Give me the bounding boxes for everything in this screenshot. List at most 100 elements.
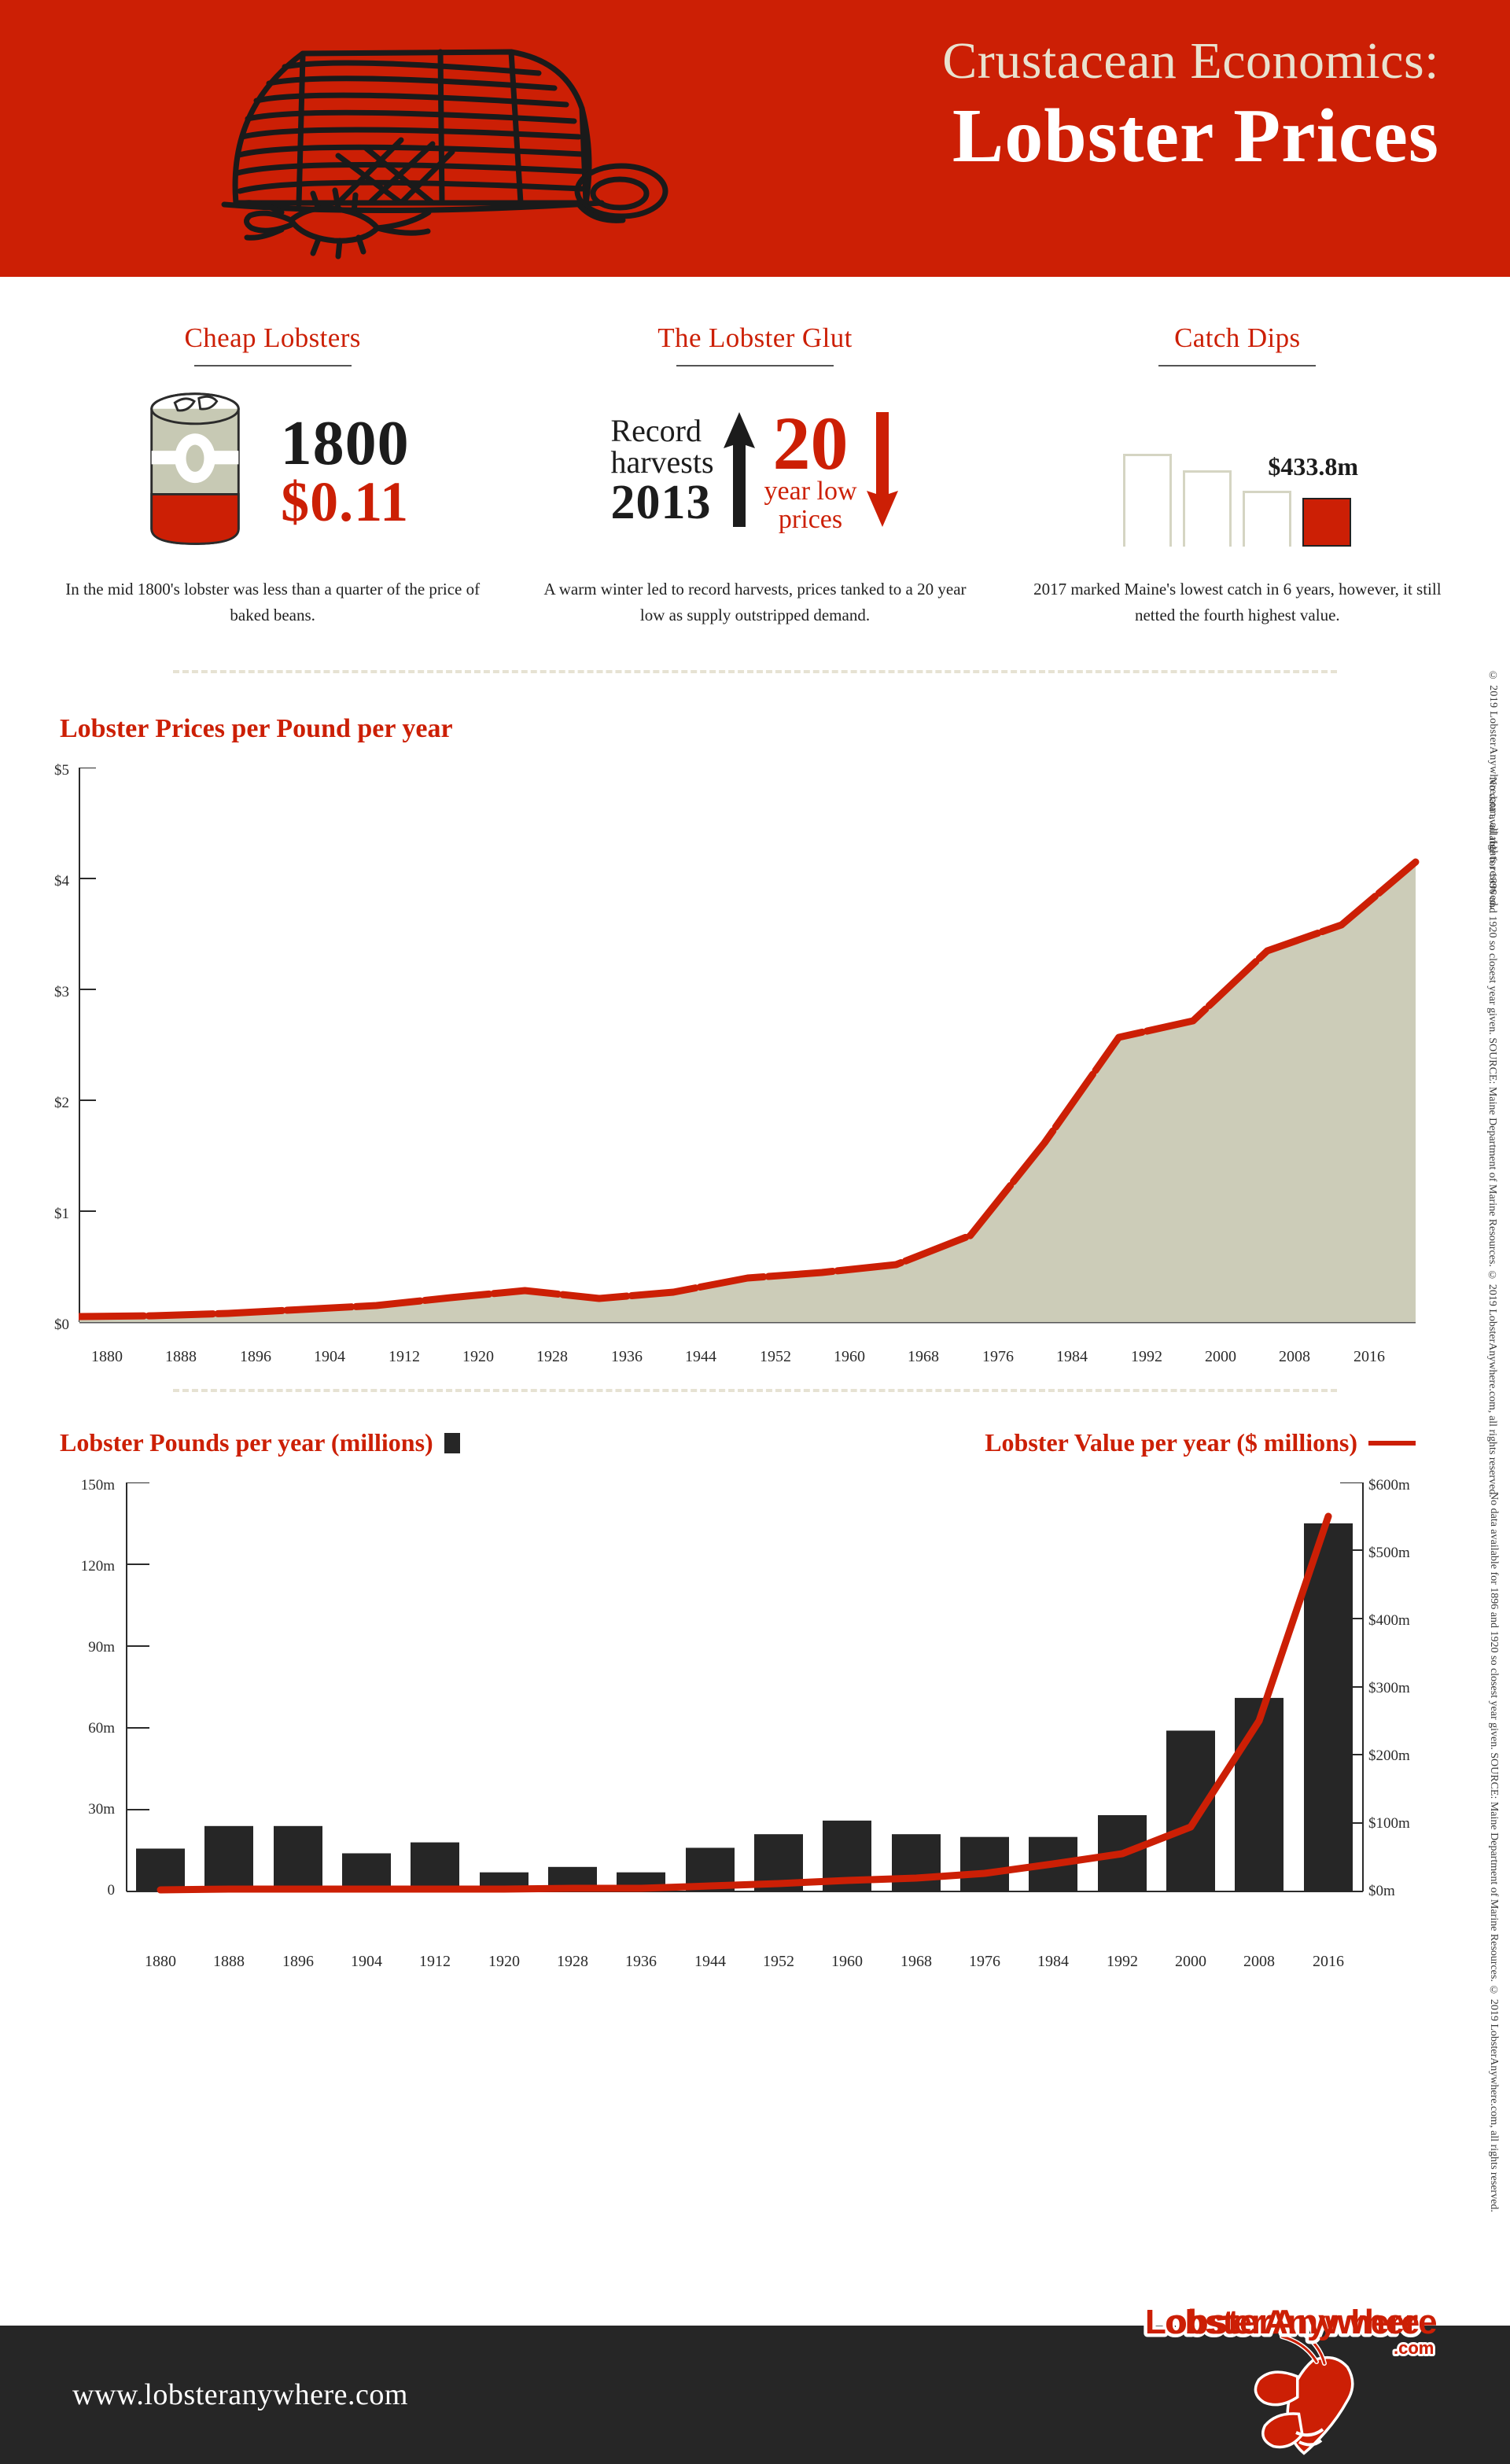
chart-2-right-ytick-2: $400m — [1368, 1612, 1410, 1630]
chart-2-left-ytick-5: 0 — [107, 1882, 116, 1899]
copyright-notice-stats: © 2019 LobsterAnywhere.com, all rights r… — [1487, 670, 1499, 909]
chart-2-xtick-15: 2000 — [1175, 1953, 1206, 1971]
lobster-logo-icon[interactable]: LobsterAnywhere LobsterAnywhere .com .co… — [1140, 2293, 1455, 2458]
chart-2-xtick-8: 1944 — [694, 1953, 726, 1971]
chart-2-xtick-10: 1960 — [831, 1953, 863, 1971]
chart-1-ytick-3: $2 — [54, 1095, 69, 1112]
chart-1-xtick-13: 1984 — [1056, 1348, 1088, 1366]
catch-dips-minichart: $433.8m — [1123, 397, 1358, 547]
chart-prices-per-pound: Lobster Prices per Pound per year $5 $4 … — [0, 714, 1510, 1497]
legend-item-value: Lobster Value per year ($ millions) — [985, 1428, 1416, 1457]
chart-2-xtick-7: 1936 — [625, 1953, 657, 1971]
glut-label-low2: prices — [778, 504, 843, 534]
stat-visual: 1800 $0.11 — [52, 387, 493, 556]
stat-rule — [1158, 365, 1317, 366]
chart-1-ytick-0: $5 — [54, 762, 69, 779]
chart-2-value-line — [157, 1512, 1332, 1894]
legend-swatch-square-icon — [444, 1432, 460, 1453]
chart-1-xtick-9: 1952 — [760, 1348, 791, 1366]
chart-1-xtick-6: 1928 — [536, 1348, 568, 1366]
legend-item-pounds: Lobster Pounds per year (millions) — [60, 1428, 460, 1457]
chart-1-ytick-5: $0 — [54, 1317, 69, 1334]
chart-2-xtick-6: 1928 — [557, 1953, 588, 1971]
chart-1-xtick-7: 1936 — [611, 1348, 643, 1366]
page-title: Lobster Prices — [952, 93, 1439, 179]
glut-label-year: 2013 — [610, 476, 712, 530]
chart-1-xtick-3: 1904 — [314, 1348, 345, 1366]
dip-bar-2 — [1183, 470, 1232, 547]
chart-1-xtick-14: 1992 — [1131, 1348, 1162, 1366]
legend-swatch-line-icon — [1368, 1440, 1416, 1446]
chart-2-right-ytick-1: $500m — [1368, 1545, 1410, 1562]
chart-2-left-ytick-0: 150m — [80, 1477, 115, 1494]
stat-card-catch-dips: Catch Dips $433.8m 2017 marked Maine's l… — [996, 322, 1479, 628]
chart-2-xtick-16: 2008 — [1243, 1953, 1275, 1971]
chart-2-legend-right-label: Lobster Value per year ($ millions) — [985, 1428, 1357, 1457]
stat-rule — [676, 365, 834, 366]
chart-1-xtick-5: 1920 — [462, 1348, 494, 1366]
stat-caption: In the mid 1800's lobster was less than … — [65, 580, 481, 624]
chart-2-left-ytick-4: 30m — [88, 1801, 115, 1818]
page-header: Crustacean Economics: Lobster Prices — [0, 0, 1510, 277]
footer-website-url[interactable]: www.lobsteranywhere.com — [72, 2378, 408, 2411]
chart-2-xtick-9: 1952 — [763, 1953, 794, 1971]
chart-1-xtick-0: 1880 — [91, 1348, 123, 1366]
chart-pounds-and-value: Lobster Pounds per year (millions) Lobst… — [0, 1428, 1510, 2212]
chart-2-plot — [126, 1482, 1364, 1894]
stat-caption: 2017 marked Maine's lowest catch in 6 ye… — [1033, 580, 1442, 624]
chart-1-xtick-4: 1912 — [389, 1348, 420, 1366]
stat-visual: Record harvests 2013 20 year low prices — [534, 387, 975, 556]
chart-2-xtick-1: 1888 — [213, 1953, 245, 1971]
logo-tld: .com — [1394, 2338, 1434, 2358]
glut-label-low1: year low — [764, 477, 857, 506]
chart-2-xtick-2: 1896 — [282, 1953, 314, 1971]
arrow-down-icon — [865, 411, 900, 532]
stat-title: Catch Dips — [1174, 322, 1301, 353]
stat-card-cheap-lobsters: Cheap Lobsters — [31, 322, 514, 628]
chart-1-xtick-11: 1968 — [908, 1348, 939, 1366]
chart-1-xtick-2: 1896 — [240, 1348, 271, 1366]
lobster-trap-icon — [142, 6, 676, 266]
dip-bar-1 — [1123, 453, 1173, 547]
stat-caption: A warm winter led to record harvests, pr… — [543, 580, 967, 624]
chart-2-xtick-0: 1880 — [145, 1953, 176, 1971]
chart-2-left-ytick-2: 90m — [88, 1639, 115, 1656]
chart-1-xtick-15: 2000 — [1205, 1348, 1236, 1366]
glut-big-number: 20 — [772, 400, 849, 485]
chart-2-right-ytick-4: $200m — [1368, 1748, 1410, 1765]
header-title-group: Crustacean Economics: Lobster Prices — [942, 31, 1439, 179]
chart-1-ytick-4: $1 — [54, 1206, 69, 1223]
dip-bar-3 — [1243, 490, 1292, 547]
glut-label-harvests: harvests — [610, 444, 714, 481]
chart-2-xtick-17: 2016 — [1313, 1953, 1344, 1971]
chart-1-source-note: No data available for 1896 and 1920 so c… — [1486, 777, 1498, 1497]
divider-1 — [173, 670, 1337, 674]
arrow-up-icon — [722, 411, 757, 532]
glut-label-record: Record — [610, 413, 702, 449]
page-footer: www.lobsteranywhere.com — [0, 2300, 1510, 2464]
chart-1-xtick-17: 2016 — [1353, 1348, 1385, 1366]
chart-2-right-ytick-0: $600m — [1368, 1477, 1410, 1494]
chart-1-xtick-1: 1888 — [165, 1348, 197, 1366]
stats-row: Cheap Lobsters — [0, 277, 1510, 909]
chart-2-xtick-12: 1976 — [969, 1953, 1000, 1971]
chart-2-xtick-11: 1968 — [900, 1953, 932, 1971]
stat-title: The Lobster Glut — [657, 322, 853, 353]
header-subtitle: Crustacean Economics: — [942, 32, 1439, 90]
chart-1-xtick-8: 1944 — [685, 1348, 716, 1366]
chart-1-xtick-16: 2008 — [1279, 1348, 1310, 1366]
chart-2-right-ytick-3: $300m — [1368, 1680, 1410, 1697]
canned-food-icon — [136, 389, 254, 554]
stat-card-lobster-glut: The Lobster Glut Record harvests 2013 20… — [514, 322, 996, 628]
stat-rule — [193, 365, 352, 366]
chart-2-left-ytick-3: 60m — [88, 1720, 115, 1737]
svg-text:LobsterAnywhere: LobsterAnywhere — [1145, 2303, 1438, 2341]
chart-2-bars — [136, 1523, 1353, 1892]
chart-2-legend-left-label: Lobster Pounds per year (millions) — [60, 1428, 433, 1457]
chart-1-plot — [79, 768, 1420, 1324]
chart-2-xtick-5: 1920 — [488, 1953, 520, 1971]
chart-2-xtick-13: 1984 — [1037, 1953, 1069, 1971]
stat-value-price: $0.11 — [281, 470, 410, 533]
chart-2-xtick-14: 1992 — [1107, 1953, 1138, 1971]
chart-2-xtick-4: 1912 — [419, 1953, 451, 1971]
